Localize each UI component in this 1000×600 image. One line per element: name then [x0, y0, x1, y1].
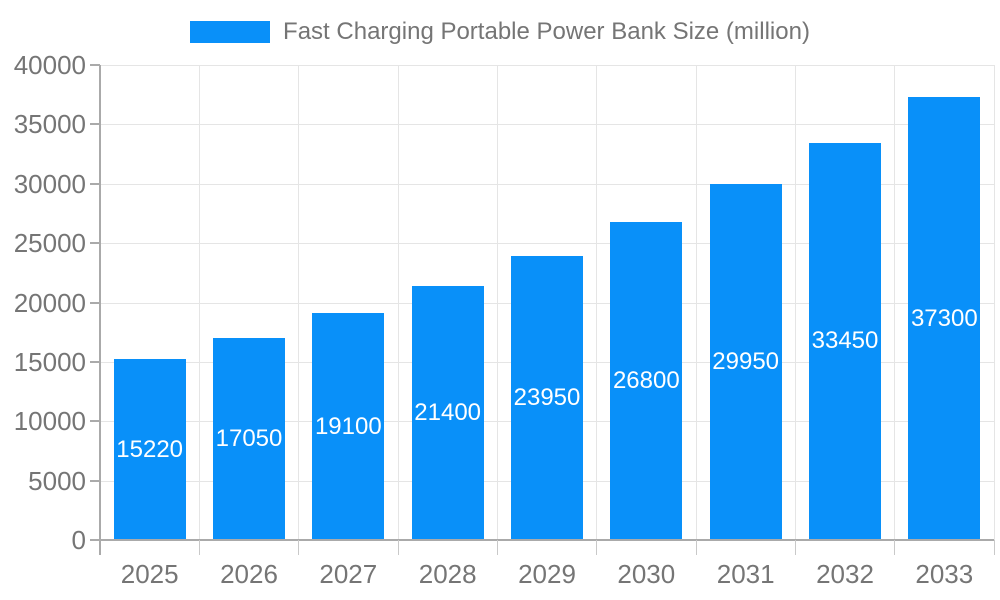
y-axis-tick — [90, 360, 100, 363]
x-axis-tick — [198, 540, 200, 555]
x-axis-tick-label: 2031 — [716, 559, 775, 589]
y-axis-tick — [90, 479, 100, 482]
legend-swatch-icon — [190, 21, 271, 43]
y-axis-line — [99, 65, 101, 555]
y-axis-tick — [90, 539, 100, 541]
bar-value-label: 15220 — [116, 435, 184, 463]
x-axis-tick — [695, 540, 697, 555]
bar-2026: 17050 — [213, 337, 285, 540]
y-axis-tick — [90, 64, 100, 66]
bar-2027: 19100 — [312, 313, 385, 540]
bar-2032: 33450 — [809, 142, 881, 540]
x-axis-tick-label: 2025 — [120, 559, 179, 589]
x-axis-tick — [397, 540, 399, 555]
x-axis-tick-label: 2027 — [319, 559, 378, 589]
v-gridline — [894, 65, 896, 540]
legend: Fast Charging Portable Power Bank Size (… — [0, 18, 1000, 46]
x-axis-tick-label: 2026 — [220, 559, 278, 589]
y-axis-tick — [90, 242, 100, 245]
h-gridline — [100, 243, 994, 245]
v-gridline — [397, 65, 399, 540]
y-axis-tick — [90, 123, 100, 126]
v-gridline — [695, 65, 697, 540]
bar-2030: 26800 — [610, 221, 683, 540]
y-axis-tick-label: 5000 — [28, 465, 86, 496]
bar-2028: 21400 — [411, 285, 484, 540]
bar-value-label: 23950 — [513, 383, 581, 411]
y-axis-tick-label: 35000 — [13, 109, 86, 140]
v-gridline — [993, 65, 995, 540]
y-axis-tick-label: 15000 — [13, 346, 86, 377]
v-gridline — [198, 65, 200, 540]
x-axis-tick — [496, 540, 498, 555]
bar-value-label: 29950 — [712, 348, 780, 376]
h-gridline — [100, 124, 994, 126]
y-axis-tick-label: 10000 — [13, 406, 86, 437]
bar-2033: 37300 — [908, 97, 981, 540]
x-axis-tick-label: 2030 — [617, 559, 676, 589]
x-axis-tick — [298, 540, 300, 555]
bar-value-label: 26800 — [612, 366, 680, 394]
y-axis-tick-label: 30000 — [13, 168, 86, 199]
x-axis-tick-label: 2032 — [816, 559, 874, 589]
v-gridline — [596, 65, 598, 540]
x-axis-tick-label: 2029 — [518, 559, 576, 589]
plot-area: 0 5000 10000 15000 20000 25000 30000 35000 40000… — [14, 50, 995, 589]
bar-value-label: 19100 — [314, 412, 382, 440]
y-axis-tick-label: 25000 — [13, 228, 86, 259]
x-axis-tick — [794, 540, 796, 555]
h-gridline — [100, 183, 994, 185]
x-axis-tick — [894, 540, 896, 555]
x-axis-tick — [993, 540, 995, 555]
x-axis-tick-label: 2028 — [418, 559, 477, 589]
legend-item[interactable]: Fast Charging Portable Power Bank Size (… — [190, 18, 810, 46]
bar-value-label: 17050 — [215, 424, 283, 452]
y-axis-tick-label: 40000 — [13, 50, 86, 80]
bar-2031: 29950 — [709, 184, 782, 540]
legend-label: Fast Charging Portable Power Bank Size (… — [283, 18, 810, 45]
bar-value-label: 37300 — [910, 304, 978, 332]
x-axis-tick — [596, 540, 598, 555]
v-gridline — [794, 65, 796, 540]
x-axis-baseline — [100, 539, 994, 541]
h-gridline — [100, 65, 994, 66]
y-axis-tick — [90, 182, 100, 185]
v-gridline — [496, 65, 498, 540]
y-axis-tick-label: 0 — [71, 525, 86, 555]
x-axis-tick-label: 2033 — [915, 559, 974, 589]
y-axis-tick-label: 20000 — [13, 287, 86, 318]
bar-2025: 15220 — [113, 359, 186, 540]
bar-value-label: 33450 — [811, 327, 879, 355]
y-axis-tick — [90, 301, 100, 304]
v-gridline — [298, 65, 300, 540]
bar-2029: 23950 — [511, 255, 583, 540]
y-axis-tick — [90, 420, 100, 423]
bar-value-label: 21400 — [414, 398, 482, 426]
